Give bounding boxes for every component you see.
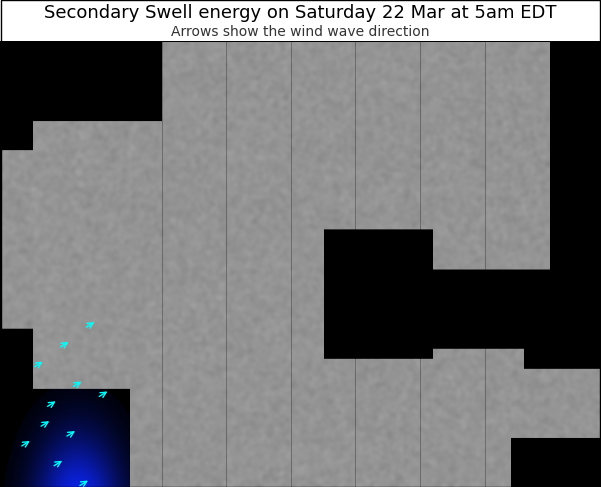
Text: Arrows show the wind wave direction: Arrows show the wind wave direction: [171, 25, 430, 39]
Text: Secondary Swell energy on Saturday 22 Mar at 5am EDT: Secondary Swell energy on Saturday 22 Ma…: [44, 4, 557, 22]
